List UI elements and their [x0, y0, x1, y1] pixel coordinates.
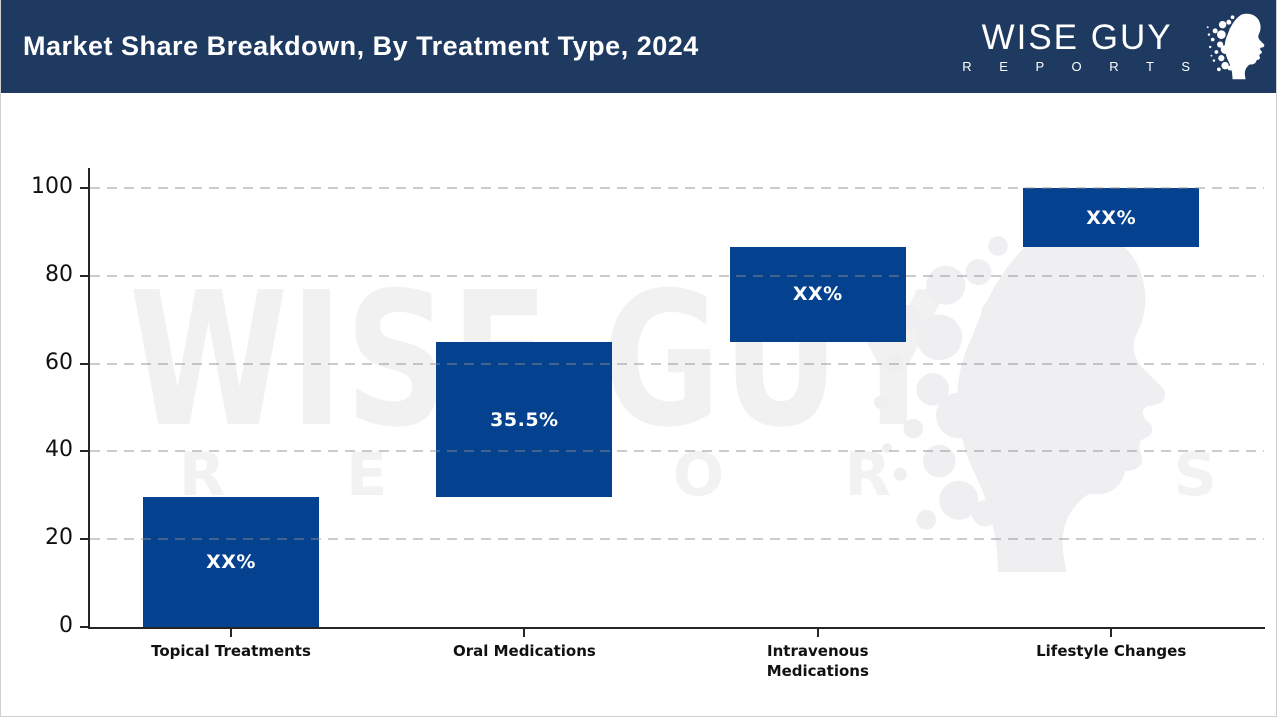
- y-tick-label: 0: [59, 613, 73, 638]
- y-tick: [80, 538, 88, 541]
- brand-wordmark: WISE GUY: [981, 17, 1173, 57]
- y-axis-line: [88, 168, 90, 629]
- bar-value-label: XX%: [1086, 206, 1137, 229]
- y-tick: [80, 626, 88, 628]
- brand-dot-head-icon: [1206, 13, 1265, 80]
- y-tick: [80, 450, 88, 453]
- x-axis-line: [88, 627, 1265, 629]
- bar-value-label: XX%: [206, 551, 256, 574]
- brand-logo: WISE GUY R E P O R T S: [952, 8, 1266, 86]
- bar: XX%: [143, 497, 319, 627]
- gridline: [90, 538, 1264, 541]
- x-tick: [523, 629, 526, 637]
- x-category-label: Intravenous Medications: [766, 642, 869, 681]
- brand-logo-text: WISE GUY R E P O R T S: [952, 17, 1202, 75]
- gridline: [90, 362, 1264, 365]
- y-tick: [80, 362, 88, 365]
- y-tick-label: 60: [45, 349, 73, 375]
- page-title: Market Share Breakdown, By Treatment Typ…: [23, 31, 699, 61]
- y-tick-label: 20: [45, 525, 73, 551]
- x-category-label: Lifestyle Changes: [1036, 642, 1187, 660]
- x-category-label: Topical Treatments: [151, 642, 311, 660]
- y-tick: [80, 187, 88, 189]
- gridline: [90, 187, 1264, 189]
- x-tick: [1110, 629, 1113, 637]
- x-tick: [230, 629, 232, 637]
- y-tick-label: 100: [31, 174, 73, 199]
- bar-value-label: XX%: [792, 283, 843, 306]
- bar: XX%: [729, 247, 906, 342]
- header-bar: Market Share Breakdown, By Treatment Typ…: [1, 0, 1276, 93]
- bar: 35.5%: [436, 341, 613, 498]
- bar-value-label: 35.5%: [490, 408, 559, 431]
- x-tick: [816, 629, 819, 637]
- bar: XX%: [1023, 188, 1200, 248]
- x-category-label: Oral Medications: [452, 642, 596, 660]
- y-tick-label: 80: [45, 261, 73, 287]
- y-tick-label: 40: [45, 437, 73, 463]
- gridline: [90, 274, 1264, 277]
- y-tick: [80, 274, 88, 277]
- brand-subtext: R E P O R T S: [962, 59, 1202, 75]
- gridline: [90, 450, 1264, 453]
